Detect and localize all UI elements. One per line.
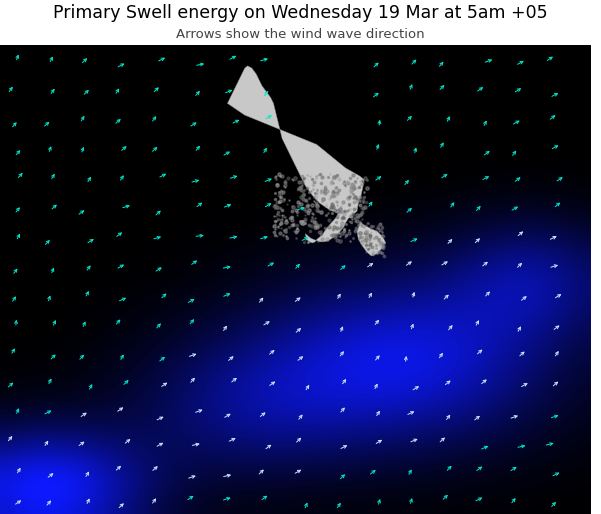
Polygon shape xyxy=(357,223,386,256)
Polygon shape xyxy=(227,66,364,243)
Text: Primary Swell energy on Wednesday 19 Mar at 5am +05: Primary Swell energy on Wednesday 19 Mar… xyxy=(53,5,548,23)
Text: Arrows show the wind wave direction: Arrows show the wind wave direction xyxy=(176,28,425,42)
